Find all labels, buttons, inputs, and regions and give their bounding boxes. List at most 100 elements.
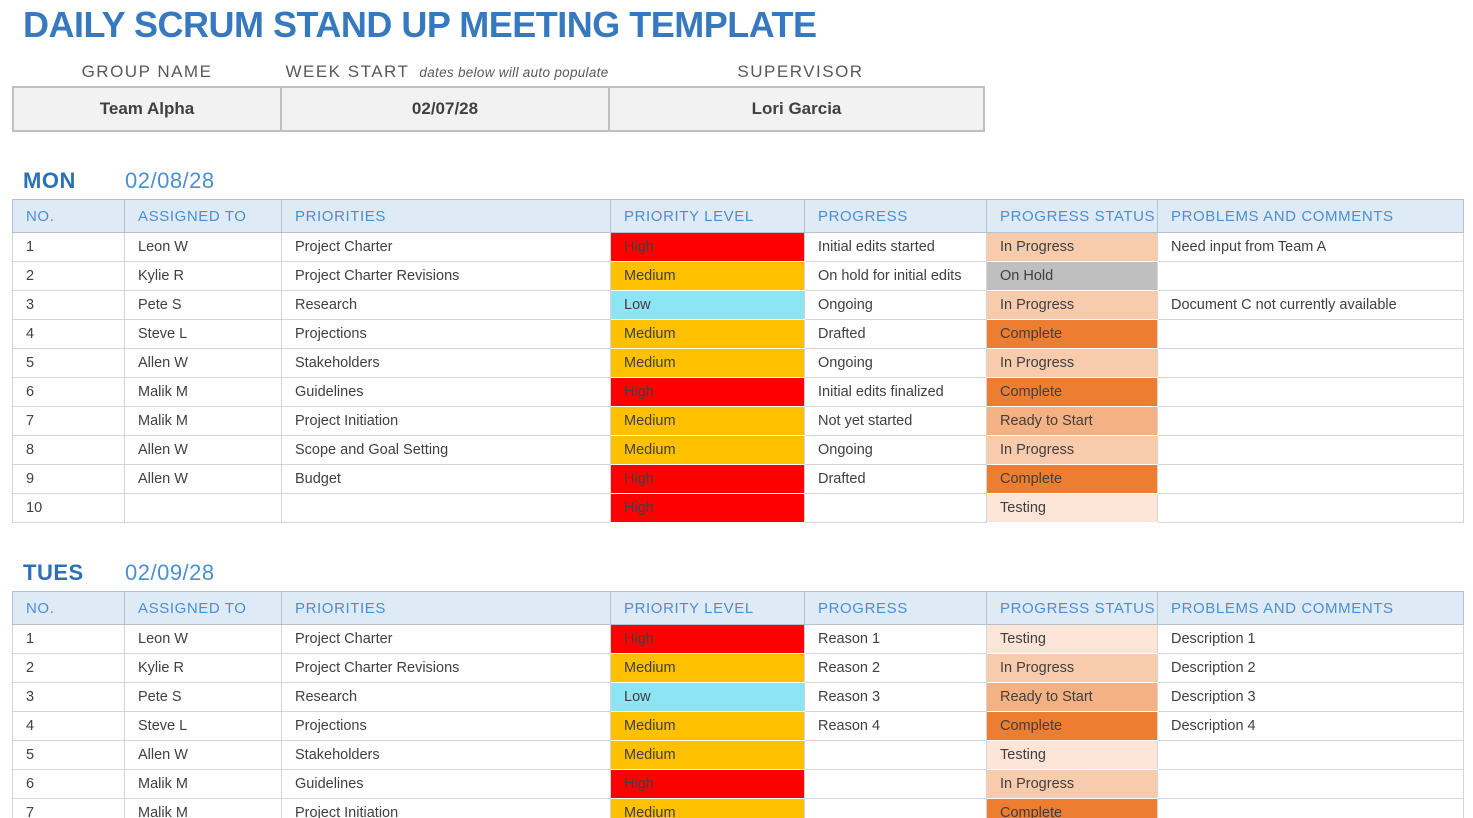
cell-problems-and-comments[interactable]: Description 2 bbox=[1157, 653, 1464, 683]
cell-priority-level[interactable]: Medium bbox=[610, 261, 805, 291]
cell-assigned-to[interactable]: Malik M bbox=[124, 377, 282, 407]
cell-priorities[interactable] bbox=[281, 493, 611, 523]
cell-priorities[interactable]: Guidelines bbox=[281, 377, 611, 407]
cell-no[interactable]: 1 bbox=[12, 232, 125, 262]
cell-progress[interactable] bbox=[804, 740, 987, 770]
cell-assigned-to[interactable] bbox=[124, 493, 282, 523]
cell-problems-and-comments[interactable] bbox=[1157, 464, 1464, 494]
cell-priorities[interactable]: Guidelines bbox=[281, 769, 611, 799]
cell-priority-level[interactable]: Medium bbox=[610, 319, 805, 349]
cell-priorities[interactable]: Stakeholders bbox=[281, 740, 611, 770]
cell-progress[interactable]: Reason 1 bbox=[804, 624, 987, 654]
cell-no[interactable]: 10 bbox=[12, 493, 125, 523]
cell-progress[interactable]: Not yet started bbox=[804, 406, 987, 436]
cell-progress-status[interactable]: In Progress bbox=[986, 348, 1158, 378]
cell-progress-status[interactable]: Complete bbox=[986, 377, 1158, 407]
cell-assigned-to[interactable]: Allen W bbox=[124, 435, 282, 465]
cell-priority-level[interactable]: High bbox=[610, 464, 805, 494]
cell-assigned-to[interactable]: Malik M bbox=[124, 769, 282, 799]
cell-priorities[interactable]: Project Initiation bbox=[281, 406, 611, 436]
cell-priorities[interactable]: Scope and Goal Setting bbox=[281, 435, 611, 465]
cell-priorities[interactable]: Projections bbox=[281, 711, 611, 741]
cell-progress-status[interactable]: In Progress bbox=[986, 232, 1158, 262]
cell-priority-level[interactable]: High bbox=[610, 493, 805, 523]
cell-problems-and-comments[interactable] bbox=[1157, 769, 1464, 799]
cell-progress-status[interactable]: Complete bbox=[986, 319, 1158, 349]
cell-priority-level[interactable]: Low bbox=[610, 290, 805, 320]
cell-priorities[interactable]: Budget bbox=[281, 464, 611, 494]
cell-problems-and-comments[interactable]: Description 1 bbox=[1157, 624, 1464, 654]
cell-progress[interactable]: On hold for initial edits bbox=[804, 261, 987, 291]
cell-priority-level[interactable]: Medium bbox=[610, 798, 805, 818]
cell-priority-level[interactable]: Medium bbox=[610, 348, 805, 378]
cell-problems-and-comments[interactable] bbox=[1157, 319, 1464, 349]
cell-problems-and-comments[interactable]: Need input from Team A bbox=[1157, 232, 1464, 262]
cell-problems-and-comments[interactable] bbox=[1157, 348, 1464, 378]
cell-assigned-to[interactable]: Pete S bbox=[124, 682, 282, 712]
cell-progress-status[interactable]: Ready to Start bbox=[986, 406, 1158, 436]
cell-problems-and-comments[interactable]: Document C not currently available bbox=[1157, 290, 1464, 320]
cell-priority-level[interactable]: Medium bbox=[610, 435, 805, 465]
cell-progress[interactable]: Drafted bbox=[804, 319, 987, 349]
cell-progress-status[interactable]: Testing bbox=[986, 624, 1158, 654]
cell-priority-level[interactable]: High bbox=[610, 377, 805, 407]
cell-problems-and-comments[interactable] bbox=[1157, 798, 1464, 818]
cell-no[interactable]: 4 bbox=[12, 711, 125, 741]
cell-progress-status[interactable]: In Progress bbox=[986, 653, 1158, 683]
cell-priority-level[interactable]: Medium bbox=[610, 740, 805, 770]
cell-progress[interactable]: Ongoing bbox=[804, 435, 987, 465]
cell-progress[interactable]: Ongoing bbox=[804, 290, 987, 320]
cell-problems-and-comments[interactable] bbox=[1157, 493, 1464, 523]
cell-priorities[interactable]: Project Initiation bbox=[281, 798, 611, 818]
cell-problems-and-comments[interactable] bbox=[1157, 406, 1464, 436]
cell-progress-status[interactable]: Testing bbox=[986, 740, 1158, 770]
cell-priorities[interactable]: Project Charter Revisions bbox=[281, 653, 611, 683]
cell-no[interactable]: 4 bbox=[12, 319, 125, 349]
cell-progress[interactable]: Initial edits finalized bbox=[804, 377, 987, 407]
cell-assigned-to[interactable]: Steve L bbox=[124, 319, 282, 349]
cell-no[interactable]: 3 bbox=[12, 682, 125, 712]
cell-progress-status[interactable]: Complete bbox=[986, 711, 1158, 741]
group-name-value-cell[interactable]: Team Alpha bbox=[12, 86, 282, 132]
cell-progress[interactable]: Reason 2 bbox=[804, 653, 987, 683]
cell-progress[interactable]: Ongoing bbox=[804, 348, 987, 378]
cell-problems-and-comments[interactable] bbox=[1157, 377, 1464, 407]
cell-assigned-to[interactable]: Allen W bbox=[124, 348, 282, 378]
cell-progress-status[interactable]: In Progress bbox=[986, 290, 1158, 320]
cell-assigned-to[interactable]: Malik M bbox=[124, 406, 282, 436]
cell-progress-status[interactable]: In Progress bbox=[986, 435, 1158, 465]
cell-priority-level[interactable]: Medium bbox=[610, 653, 805, 683]
cell-no[interactable]: 3 bbox=[12, 290, 125, 320]
cell-progress[interactable]: Drafted bbox=[804, 464, 987, 494]
cell-priorities[interactable]: Project Charter bbox=[281, 624, 611, 654]
cell-progress[interactable]: Initial edits started bbox=[804, 232, 987, 262]
cell-progress-status[interactable]: Testing bbox=[986, 493, 1158, 523]
cell-problems-and-comments[interactable] bbox=[1157, 261, 1464, 291]
cell-progress-status[interactable]: Complete bbox=[986, 798, 1158, 818]
cell-progress-status[interactable]: Ready to Start bbox=[986, 682, 1158, 712]
cell-assigned-to[interactable]: Pete S bbox=[124, 290, 282, 320]
cell-assigned-to[interactable]: Allen W bbox=[124, 740, 282, 770]
cell-priorities[interactable]: Project Charter bbox=[281, 232, 611, 262]
cell-priorities[interactable]: Stakeholders bbox=[281, 348, 611, 378]
cell-no[interactable]: 1 bbox=[12, 624, 125, 654]
cell-problems-and-comments[interactable] bbox=[1157, 435, 1464, 465]
cell-no[interactable]: 7 bbox=[12, 406, 125, 436]
cell-progress-status[interactable]: Complete bbox=[986, 464, 1158, 494]
cell-priority-level[interactable]: Low bbox=[610, 682, 805, 712]
cell-progress[interactable] bbox=[804, 798, 987, 818]
cell-no[interactable]: 5 bbox=[12, 348, 125, 378]
cell-progress[interactable]: Reason 4 bbox=[804, 711, 987, 741]
cell-no[interactable]: 9 bbox=[12, 464, 125, 494]
cell-no[interactable]: 2 bbox=[12, 261, 125, 291]
cell-problems-and-comments[interactable] bbox=[1157, 740, 1464, 770]
cell-assigned-to[interactable]: Kylie R bbox=[124, 653, 282, 683]
cell-priorities[interactable]: Projections bbox=[281, 319, 611, 349]
cell-assigned-to[interactable]: Steve L bbox=[124, 711, 282, 741]
cell-assigned-to[interactable]: Malik M bbox=[124, 798, 282, 818]
cell-priority-level[interactable]: High bbox=[610, 624, 805, 654]
cell-assigned-to[interactable]: Kylie R bbox=[124, 261, 282, 291]
cell-no[interactable]: 2 bbox=[12, 653, 125, 683]
cell-no[interactable]: 6 bbox=[12, 769, 125, 799]
cell-assigned-to[interactable]: Allen W bbox=[124, 464, 282, 494]
